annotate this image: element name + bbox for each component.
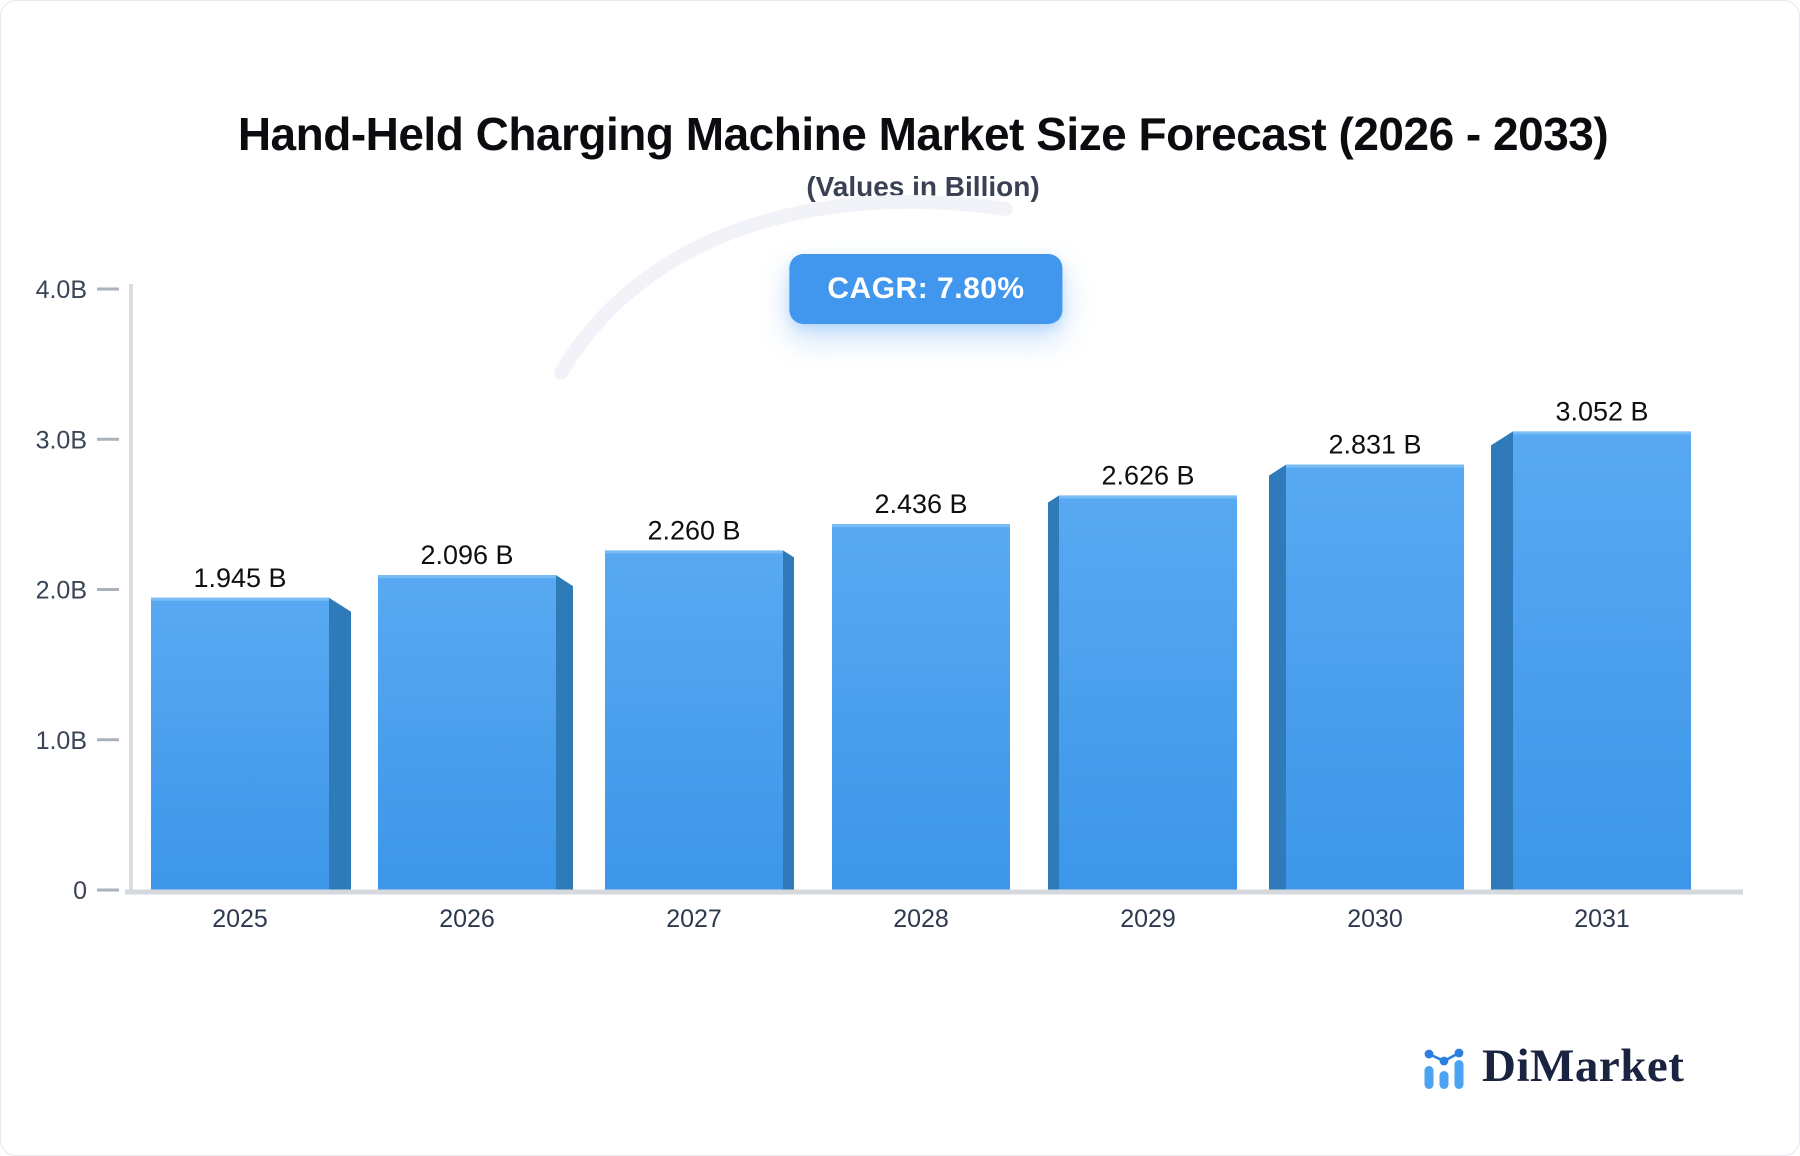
bar-top-highlight <box>1059 495 1237 499</box>
brand-logo: DiMarket <box>1422 1043 1684 1090</box>
bar-2030 <box>1286 464 1464 890</box>
bar-top-highlight <box>605 550 783 554</box>
bar-side-panel <box>556 575 573 890</box>
decorative-swoosh <box>554 194 1013 380</box>
bar-value-label: 2.436 B <box>874 489 967 519</box>
bar-side-panel <box>1491 431 1513 890</box>
bar-side-panel <box>329 597 351 890</box>
y-axis-label: 0 <box>73 877 87 905</box>
bar-side-panel <box>783 550 794 890</box>
cagr-badge: CAGR: 7.80% <box>789 254 1063 324</box>
bar-top-highlight <box>151 597 329 601</box>
bar-value-label: 3.052 B <box>1555 396 1648 426</box>
x-axis-label: 2027 <box>666 905 722 933</box>
x-axis-label: 2025 <box>212 905 268 933</box>
bar-2029 <box>1059 495 1237 890</box>
bar-2026 <box>378 575 556 890</box>
bar-value-label: 2.096 B <box>420 540 513 570</box>
bar-2025 <box>151 597 329 890</box>
bar-top-highlight <box>832 523 1010 527</box>
x-axis-label: 2029 <box>1120 905 1176 933</box>
logo-dot <box>1454 1048 1464 1058</box>
y-axis-label: 1.0B <box>36 727 87 755</box>
bar-value-label: 2.260 B <box>647 515 740 545</box>
bar-top-highlight <box>1286 464 1464 468</box>
bar-top-highlight <box>378 575 556 579</box>
y-axis-label: 3.0B <box>36 426 87 454</box>
bar-value-label: 1.945 B <box>193 563 286 593</box>
x-axis-label: 2028 <box>893 905 949 933</box>
y-axis-label: 4.0B <box>36 276 87 304</box>
bar-value-label: 2.626 B <box>1101 460 1194 490</box>
x-axis-label: 2030 <box>1347 905 1403 933</box>
logo-bar <box>1439 1071 1449 1089</box>
bar-2027 <box>605 550 783 890</box>
brand-name: DiMarket <box>1482 1040 1685 1092</box>
chart-title: Hand-Held Charging Machine Market Size F… <box>237 108 1609 160</box>
bar-side-panel <box>1048 495 1059 890</box>
logo-bar <box>1424 1066 1434 1089</box>
bar-2028 <box>832 523 1010 890</box>
bar-top-highlight <box>1513 431 1691 435</box>
logo-dot <box>1424 1049 1434 1059</box>
bar-chart-logo-icon <box>1424 1048 1464 1089</box>
x-axis-label: 2031 <box>1574 905 1630 933</box>
logo-dot <box>1439 1056 1449 1066</box>
y-axis-label: 2.0B <box>36 577 87 605</box>
bar-side-panel <box>1269 464 1286 890</box>
bar-value-label: 2.831 B <box>1328 430 1421 460</box>
x-axis-label: 2026 <box>439 905 495 933</box>
logo-bar <box>1454 1060 1464 1089</box>
bar-2031 <box>1513 431 1691 890</box>
